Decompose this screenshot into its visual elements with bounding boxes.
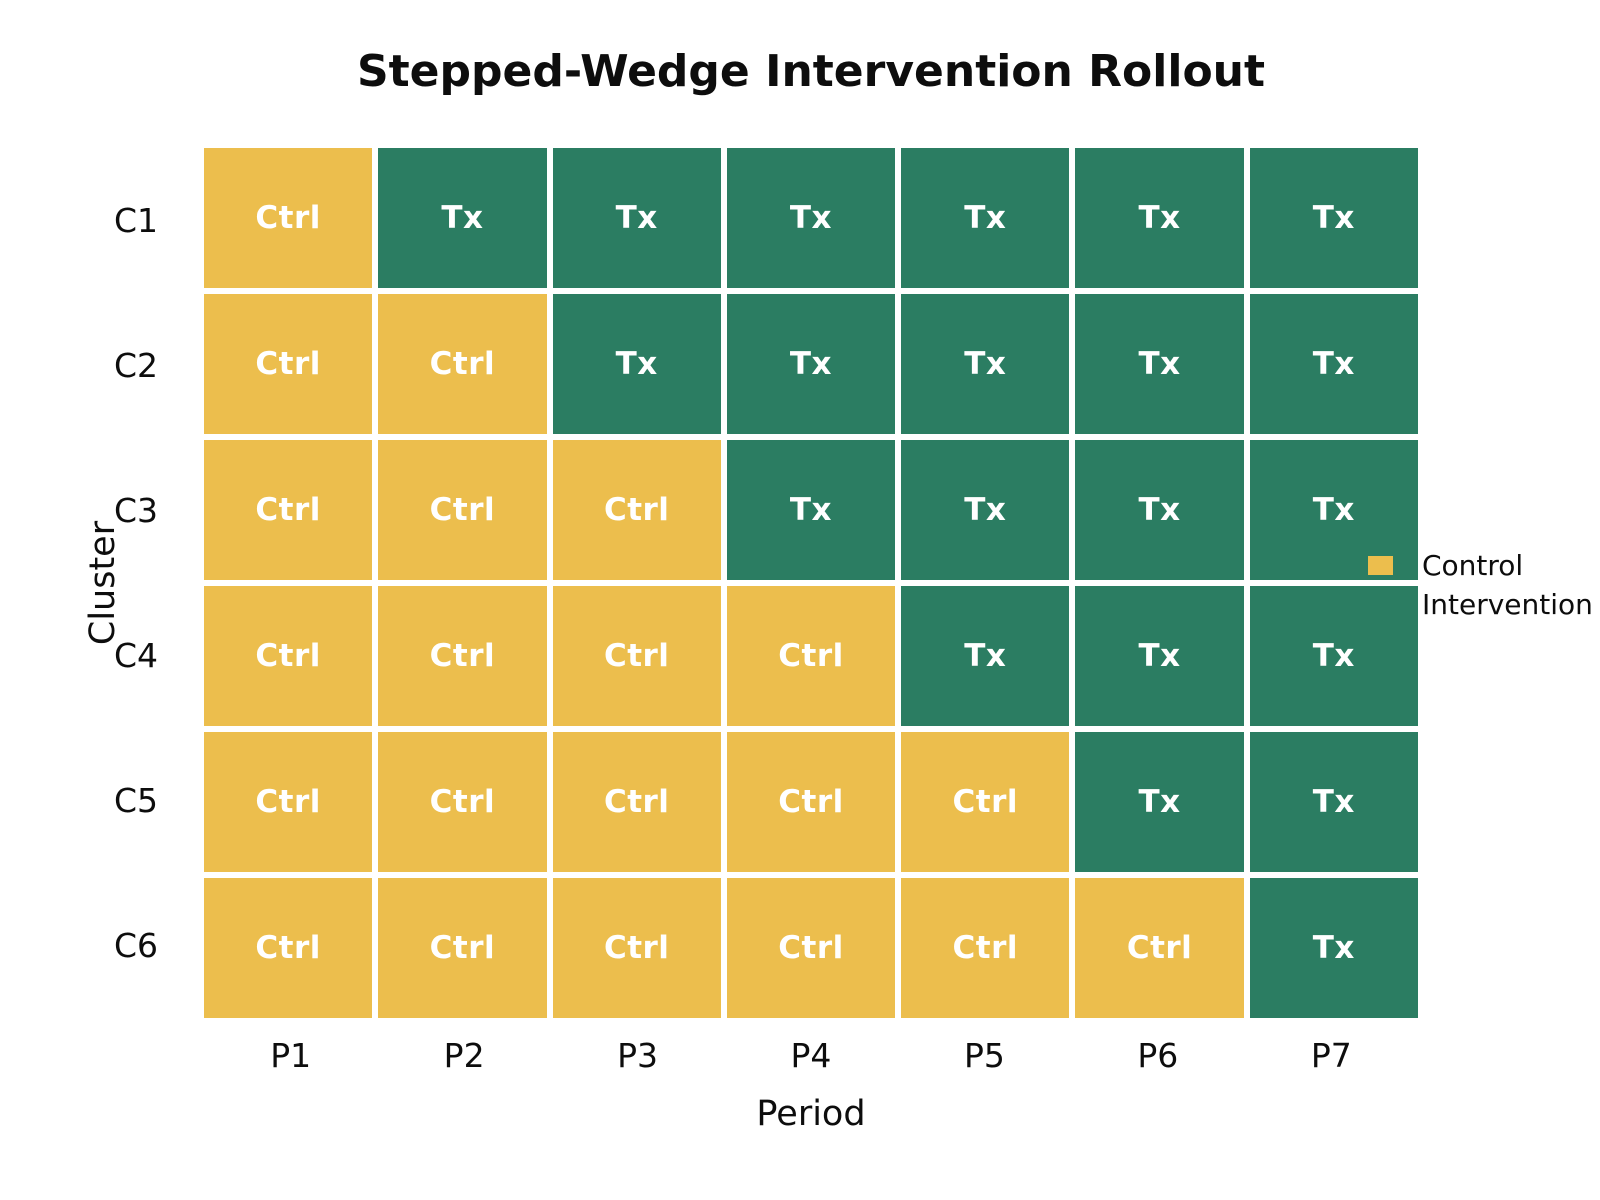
legend-swatch-control: [1368, 556, 1393, 575]
y-tick-C2: C2: [113, 346, 158, 385]
heatmap-cell-C3-P2: Ctrl: [378, 440, 547, 580]
heatmap-cell-C3-P6: Tx: [1075, 440, 1244, 580]
heatmap-cell-C2-P5: Tx: [901, 294, 1070, 434]
legend-swatch-intervention: [1368, 595, 1393, 614]
heatmap-cell-C3-P7: Tx: [1249, 440, 1418, 580]
heatmap-cell-C6-P6: Ctrl: [1075, 878, 1244, 1018]
heatmap-cell-C2-P3: Tx: [552, 294, 721, 434]
y-tick-C6: C6: [113, 926, 158, 965]
heatmap-cell-C4-P5: Tx: [901, 586, 1070, 726]
x-tick-P6: P6: [1137, 1036, 1179, 1075]
x-tick-P4: P4: [790, 1036, 832, 1075]
heatmap-grid: Ctrl Tx Tx Tx Tx Tx Tx Ctrl Ctrl Tx Tx Tx Tx Tx Ctrl Ct…: [204, 148, 1418, 1018]
heatmap-cell-C2-P7: Tx: [1249, 294, 1418, 434]
heatmap-cell-C3-P1: Ctrl: [204, 440, 373, 580]
legend-label-intervention: Intervention: [1422, 588, 1593, 621]
y-tick-C5: C5: [113, 781, 158, 820]
heatmap-cell-C5-P5: Ctrl: [901, 732, 1070, 872]
heatmap-cell-C6-P1: Ctrl: [204, 878, 373, 1018]
y-axis-tick-labels: C1 C2 C3 C4 C5 C6: [0, 148, 184, 1018]
x-tick-P5: P5: [963, 1036, 1005, 1075]
heatmap-cell-C3-P5: Tx: [901, 440, 1070, 580]
heatmap-cell-C4-P3: Ctrl: [552, 586, 721, 726]
heatmap-cell-C5-P3: Ctrl: [552, 732, 721, 872]
legend-item-intervention: Intervention: [1368, 585, 1593, 624]
heatmap-cell-C2-P4: Tx: [726, 294, 896, 434]
x-tick-P1: P1: [270, 1036, 312, 1075]
legend-label-control: Control: [1422, 549, 1524, 582]
heatmap-cell-C6-P5: Ctrl: [901, 878, 1070, 1018]
heatmap-cell-C6-P3: Ctrl: [552, 878, 721, 1018]
x-tick-P3: P3: [617, 1036, 659, 1075]
heatmap-cell-C2-P2: Ctrl: [378, 294, 547, 434]
heatmap-cell-C1-P5: Tx: [901, 148, 1070, 288]
x-axis-tick-labels: P1 P2 P3 P4 P5 P6 P7: [204, 1036, 1418, 1075]
heatmap-cell-C4-P6: Tx: [1075, 586, 1244, 726]
legend: Control Intervention: [1368, 546, 1593, 624]
heatmap-cell-C1-P4: Tx: [726, 148, 896, 288]
heatmap-cell-C5-P7: Tx: [1249, 732, 1418, 872]
heatmap-cell-C3-P3: Ctrl: [552, 440, 721, 580]
heatmap-cell-C2-P1: Ctrl: [204, 294, 373, 434]
chart-title: Stepped-Wedge Intervention Rollout: [356, 46, 1266, 97]
heatmap-cell-C5-P4: Ctrl: [726, 732, 896, 872]
heatmap-cell-C2-P6: Tx: [1075, 294, 1244, 434]
legend-item-control: Control: [1368, 546, 1593, 585]
heatmap-cell-C6-P2: Ctrl: [378, 878, 547, 1018]
heatmap-cell-C4-P1: Ctrl: [204, 586, 373, 726]
heatmap-cell-C1-P3: Tx: [552, 148, 721, 288]
heatmap-cell-C1-P7: Tx: [1249, 148, 1418, 288]
y-tick-C3: C3: [113, 491, 158, 530]
heatmap-cell-C5-P2: Ctrl: [378, 732, 547, 872]
x-tick-P2: P2: [443, 1036, 485, 1075]
x-axis-title: Period: [756, 1094, 866, 1134]
x-tick-P7: P7: [1310, 1036, 1352, 1075]
y-tick-C4: C4: [113, 636, 158, 675]
heatmap-cell-C6-P4: Ctrl: [726, 878, 896, 1018]
heatmap-cell-C5-P1: Ctrl: [204, 732, 373, 872]
heatmap-cell-C4-P4: Ctrl: [726, 586, 896, 726]
heatmap-cell-C4-P2: Ctrl: [378, 586, 547, 726]
heatmap-cell-C1-P2: Tx: [378, 148, 547, 288]
heatmap-cell-C1-P1: Ctrl: [204, 148, 373, 288]
y-tick-C1: C1: [113, 201, 158, 240]
heatmap-cell-C5-P6: Tx: [1075, 732, 1244, 872]
heatmap-cell-C6-P7: Tx: [1249, 878, 1418, 1018]
heatmap-cell-C3-P4: Tx: [726, 440, 896, 580]
heatmap-cell-C1-P6: Tx: [1075, 148, 1244, 288]
